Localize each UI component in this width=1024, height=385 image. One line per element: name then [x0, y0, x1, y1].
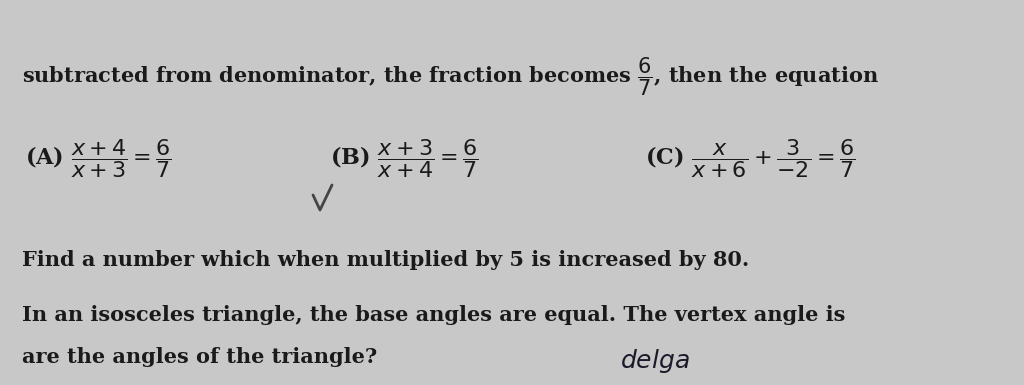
- Text: Find a number which when multiplied by 5 is increased by 80.: Find a number which when multiplied by 5…: [22, 250, 750, 270]
- Text: are the angles of the triangle?: are the angles of the triangle?: [22, 347, 377, 367]
- Text: $\it{delga}$: $\it{delga}$: [620, 347, 690, 375]
- Text: In an isosceles triangle, the base angles are equal. The vertex angle is: In an isosceles triangle, the base angle…: [22, 305, 846, 325]
- Text: (A) $\dfrac{x+4}{x+3}=\dfrac{6}{7}$: (A) $\dfrac{x+4}{x+3}=\dfrac{6}{7}$: [25, 137, 172, 180]
- Text: subtracted from denominator, the fraction becomes $\dfrac{6}{7}$, then the equat: subtracted from denominator, the fractio…: [22, 55, 879, 97]
- Text: (C) $\dfrac{x}{x+6}+\dfrac{3}{-2}=\dfrac{6}{7}$: (C) $\dfrac{x}{x+6}+\dfrac{3}{-2}=\dfrac…: [645, 137, 855, 180]
- Text: (B) $\dfrac{x+3}{x+4}=\dfrac{6}{7}$: (B) $\dfrac{x+3}{x+4}=\dfrac{6}{7}$: [330, 137, 478, 180]
